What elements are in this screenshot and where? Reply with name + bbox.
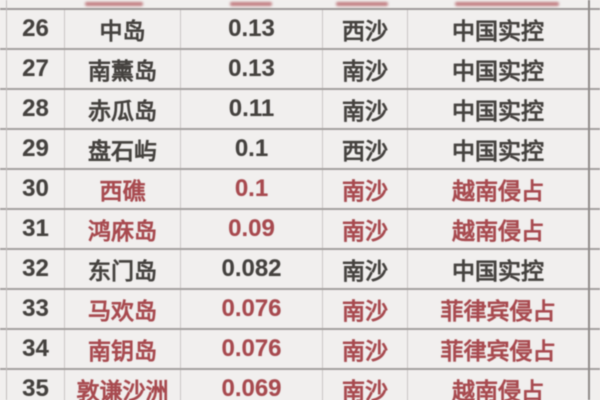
cell-name: 马欢岛 <box>64 290 180 328</box>
table-row: 31 鸿庥岛 0.09 南沙 越南侵占 <box>0 210 600 250</box>
cell-area: 0.09 <box>180 210 322 248</box>
cell-status: 越南侵占 <box>407 170 588 208</box>
cell-name: 南薰岛 <box>64 50 180 88</box>
cell-rank: 28 <box>22 95 49 122</box>
table-row: 26 中岛 0.13 西沙 中国实控 <box>0 10 600 50</box>
cell-rank: 29 <box>22 135 49 162</box>
clipped-red-text-fragment <box>230 2 272 6</box>
cell-rank: 34 <box>22 335 49 362</box>
cell-group: 南沙 <box>322 370 407 400</box>
table-body: 26 中岛 0.13 西沙 中国实控 27 南薰岛 0.13 南沙 中国实控 28 赤瓜岛 0.11 南沙… <box>0 10 600 400</box>
cell-status: 中国实控 <box>407 250 588 288</box>
clipped-red-text-fragment <box>85 2 143 6</box>
cell-group: 南沙 <box>322 50 407 88</box>
cell-name: 赤瓜岛 <box>64 90 180 128</box>
cell-group: 南沙 <box>322 290 407 328</box>
table-row: 33 马欢岛 0.076 南沙 菲律宾侵占 <box>0 290 600 330</box>
cell-status: 菲律宾侵占 <box>407 290 588 328</box>
cell-status: 越南侵占 <box>407 210 588 248</box>
cell-area: 0.076 <box>180 330 322 368</box>
cell-rank: 33 <box>22 295 49 322</box>
cell-name: 鸿庥岛 <box>64 210 180 248</box>
table-row: 30 西礁 0.1 南沙 越南侵占 <box>0 170 600 210</box>
cell-rank: 26 <box>22 15 49 42</box>
cell-group: 南沙 <box>322 330 407 368</box>
cell-name: 敦谦沙洲 <box>64 370 180 400</box>
cell-status: 中国实控 <box>407 50 588 88</box>
table-right-border <box>588 0 590 400</box>
cell-area: 0.1 <box>180 130 322 168</box>
table-left-border <box>6 0 7 400</box>
table-row: 27 南薰岛 0.13 南沙 中国实控 <box>0 50 600 90</box>
table-row: 35 敦谦沙洲 0.069 南沙 越南侵占 <box>0 370 600 400</box>
cell-area: 0.11 <box>180 90 322 128</box>
cell-rank: 31 <box>22 215 49 242</box>
cell-rank: 35 <box>22 375 49 400</box>
cell-area: 0.076 <box>180 290 322 328</box>
table-row: 34 南钥岛 0.076 南沙 菲律宾侵占 <box>0 330 600 370</box>
cell-rank: 32 <box>22 255 49 282</box>
cell-area: 0.13 <box>180 10 322 48</box>
cell-group: 南沙 <box>322 250 407 288</box>
cell-group: 西沙 <box>322 130 407 168</box>
cell-name: 南钥岛 <box>64 330 180 368</box>
cell-name: 中岛 <box>64 10 180 48</box>
cell-group: 西沙 <box>322 10 407 48</box>
table-row: 29 盘石屿 0.1 西沙 中国实控 <box>0 130 600 170</box>
cell-rank: 27 <box>22 55 49 82</box>
cell-rank: 30 <box>22 175 49 202</box>
clipped-previous-row <box>0 0 600 10</box>
cell-area: 0.1 <box>180 170 322 208</box>
cell-name: 西礁 <box>64 170 180 208</box>
cell-status: 中国实控 <box>407 90 588 128</box>
cell-status: 菲律宾侵占 <box>407 330 588 368</box>
cell-status: 越南侵占 <box>407 370 588 400</box>
cell-area: 0.082 <box>180 250 322 288</box>
cell-group: 南沙 <box>322 210 407 248</box>
cell-status: 中国实控 <box>407 10 588 48</box>
table-row: 32 东门岛 0.082 南沙 中国实控 <box>0 250 600 290</box>
cell-area: 0.13 <box>180 50 322 88</box>
clipped-red-text-fragment <box>455 2 559 6</box>
clipped-red-text-fragment <box>336 2 388 6</box>
cell-group: 南沙 <box>322 90 407 128</box>
cell-area: 0.069 <box>180 370 322 400</box>
cell-name: 东门岛 <box>64 250 180 288</box>
cell-status: 中国实控 <box>407 130 588 168</box>
table-row: 28 赤瓜岛 0.11 南沙 中国实控 <box>0 90 600 130</box>
cell-group: 南沙 <box>322 170 407 208</box>
cell-name: 盘石屿 <box>64 130 180 168</box>
